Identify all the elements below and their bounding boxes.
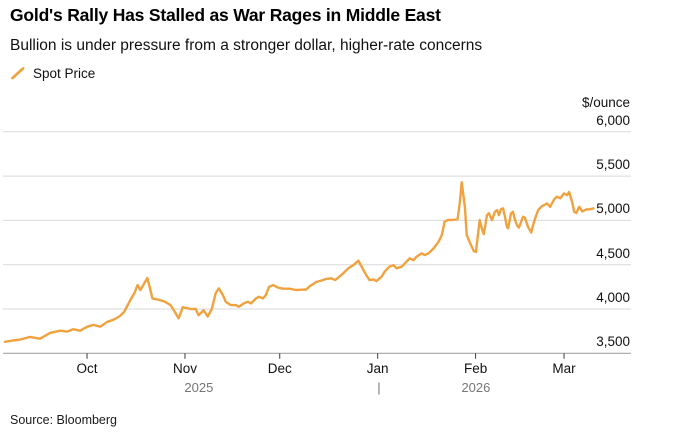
x-axis-label-oct: Oct bbox=[76, 361, 98, 376]
x-axis-label-nov: Nov bbox=[172, 361, 197, 376]
chart-subtitle: Bullion is under pressure from a stronge… bbox=[10, 37, 483, 54]
x-axis-label-jan: Jan bbox=[366, 361, 389, 376]
x-axis-label-mar: Mar bbox=[552, 361, 576, 376]
year-label-2026: 2026 bbox=[461, 380, 491, 395]
source-note: Source: Bloomberg bbox=[10, 413, 118, 427]
spot-price-line bbox=[3, 181, 595, 343]
spot-price-line-icon bbox=[11, 67, 25, 80]
year-divider: | bbox=[377, 380, 381, 395]
x-axis-label-feb: Feb bbox=[463, 361, 488, 376]
y-axis-label: 5,000 bbox=[596, 201, 630, 217]
y-axis-label: 5,500 bbox=[596, 157, 630, 173]
y-axis-unit-label: $/ounce bbox=[581, 95, 630, 110]
year-label-2025: 2025 bbox=[184, 380, 214, 395]
y-axis-label: 4,500 bbox=[596, 245, 630, 261]
legend-label: Spot Price bbox=[33, 65, 96, 81]
y-axis-label: 4,000 bbox=[596, 290, 630, 305]
y-axis-label: 3,500 bbox=[596, 334, 630, 350]
legend-slash bbox=[11, 67, 25, 80]
y-axis-label: 6,000 bbox=[596, 112, 630, 128]
legend: Spot Price bbox=[10, 64, 95, 82]
x-axis-label-dec: Dec bbox=[267, 361, 292, 376]
chart-title: Gold's Rally Has Stalled as War Rages in… bbox=[10, 5, 441, 25]
